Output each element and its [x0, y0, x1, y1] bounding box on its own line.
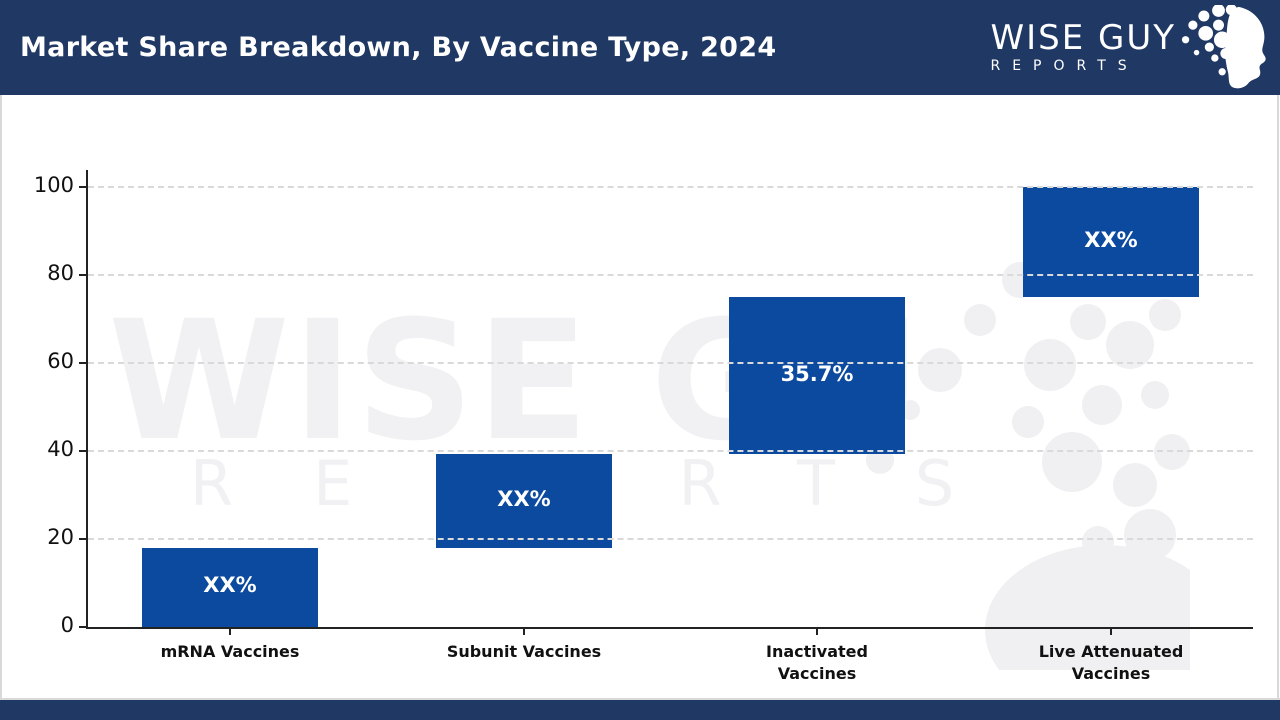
right-border [1277, 95, 1279, 700]
y-tick [79, 538, 87, 540]
x-axis-label: Live Attenuated Vaccines [1038, 642, 1184, 683]
x-axis-label: Inactivated Vaccines [766, 642, 868, 683]
gridline [88, 362, 1253, 364]
brand-subtitle: REPORTS [990, 57, 1139, 74]
brand-logo-text: WISE GUY REPORTS [990, 18, 1176, 74]
x-tick [1110, 627, 1112, 635]
bottom-border [0, 698, 1280, 700]
y-tick [79, 450, 87, 452]
bar-value-label: XX% [203, 573, 257, 598]
page-title: Market Share Breakdown, By Vaccine Type,… [20, 32, 777, 63]
y-tick [79, 626, 87, 628]
bar-segment [729, 297, 905, 455]
bar-value-label: XX% [1084, 228, 1138, 252]
bar-segment [436, 454, 612, 548]
y-tick [79, 186, 87, 188]
chart-area: WISE GU REPORTS 0 20 40 60 80 100 XX% mRNA Vacc… [0, 95, 1280, 700]
x-axis-line [86, 627, 1253, 629]
brand-logo: WISE GUY REPORTS [990, 4, 1280, 91]
gridline [88, 450, 1253, 452]
x-tick [229, 627, 231, 635]
bar-value-label: 35.7% [780, 361, 854, 386]
y-tick-label: 0 [60, 613, 74, 637]
y-tick-label: 80 [47, 261, 74, 285]
face-profile-logo-icon [1181, 4, 1266, 88]
left-border [0, 95, 2, 700]
header-bar: Market Share Breakdown, By Vaccine Type,… [0, 0, 1280, 95]
y-tick-label: 60 [47, 349, 74, 373]
y-tick [79, 274, 87, 276]
bar-segment [142, 547, 318, 627]
footer-bar [0, 700, 1280, 720]
gridline [88, 186, 1253, 188]
y-tick [79, 362, 87, 364]
bar-value-label: XX% [497, 486, 551, 511]
x-tick [523, 627, 525, 635]
bar-segment [1023, 187, 1199, 297]
gridline [88, 538, 1253, 540]
x-axis-label: mRNA Vaccines [160, 642, 300, 661]
x-tick [816, 627, 818, 635]
y-axis-line [86, 170, 88, 629]
x-axis-label: Subunit Vaccines [446, 642, 602, 661]
y-tick-label: 100 [33, 173, 74, 197]
gridline [88, 274, 1253, 276]
y-tick-label: 20 [47, 525, 74, 549]
brand-name: WISE GUY [990, 18, 1176, 59]
watermark-face-dots [866, 214, 1190, 670]
y-tick-label: 40 [47, 437, 74, 461]
